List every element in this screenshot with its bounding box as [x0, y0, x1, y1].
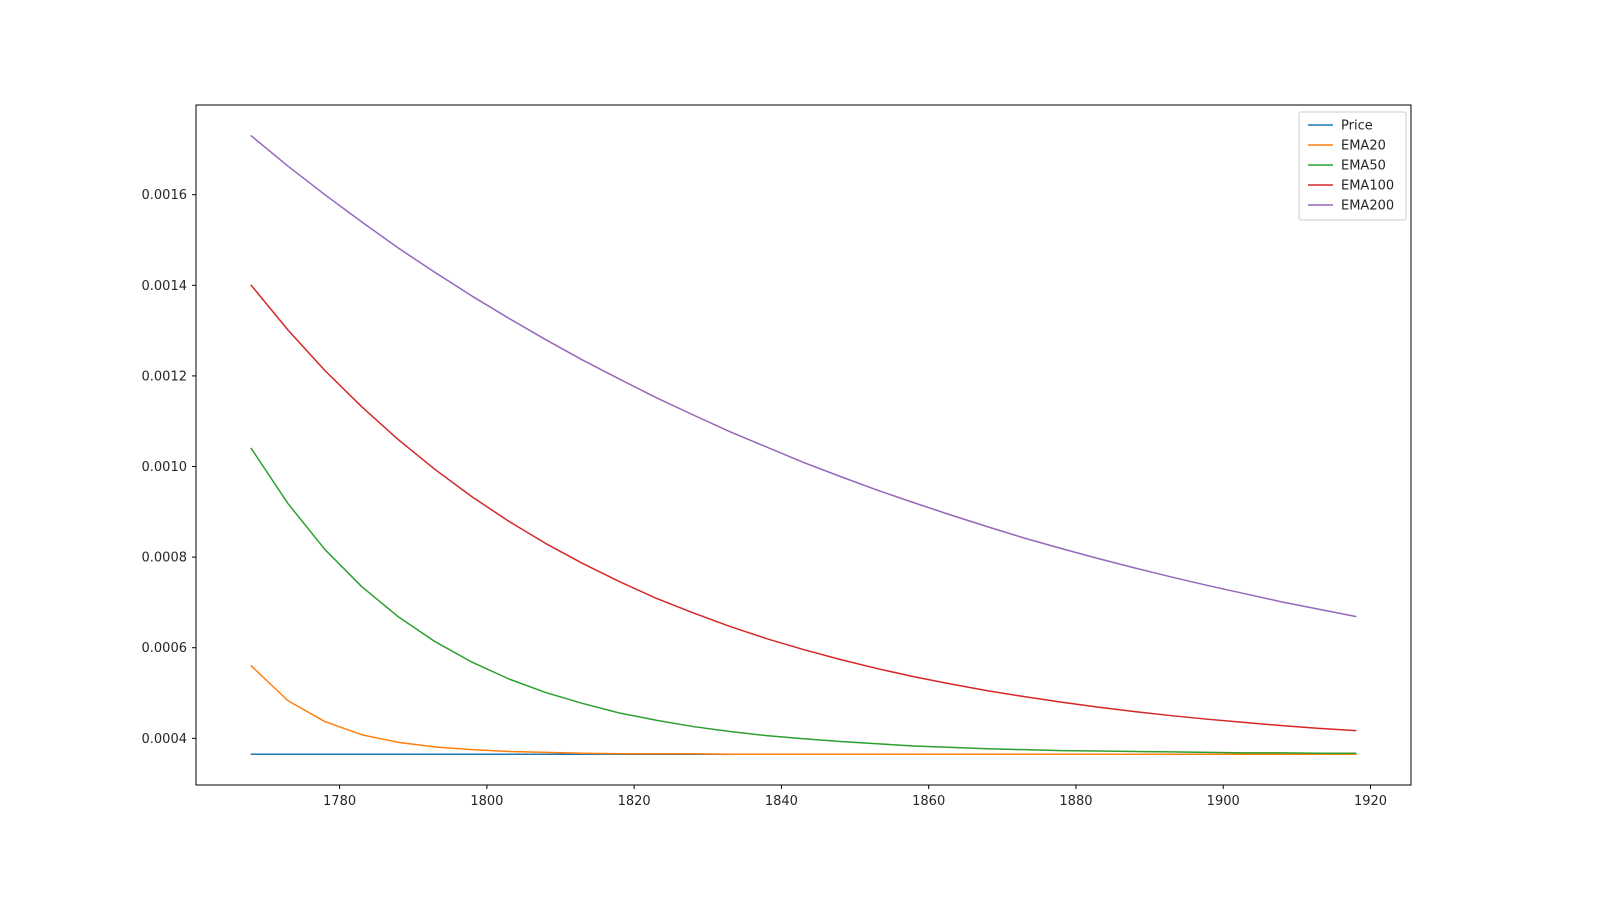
legend-label: EMA20	[1341, 139, 1386, 154]
axes-frame	[195, 104, 1412, 786]
x-tick-label: 1820	[618, 794, 651, 809]
y-tick-label: 0.0010	[142, 460, 188, 475]
series-line-ema100	[250, 284, 1357, 732]
x-tick-label: 1800	[470, 794, 503, 809]
legend-item-ema20: EMA20	[1308, 139, 1386, 154]
series-line-ema200	[250, 135, 1357, 618]
legend-item-price: Price	[1308, 119, 1373, 134]
y-tick-label: 0.0014	[142, 279, 188, 294]
x-tick-label: 1920	[1354, 794, 1387, 809]
legend-box	[1298, 111, 1407, 221]
x-tick-label: 1900	[1207, 794, 1240, 809]
legend-label: Price	[1341, 119, 1373, 134]
legend-item-ema200: EMA200	[1308, 199, 1394, 214]
x-tick-label: 1840	[765, 794, 798, 809]
x-tick-label: 1780	[323, 794, 356, 809]
legend-label: EMA100	[1341, 179, 1394, 194]
legend-item-ema100: EMA100	[1308, 179, 1394, 194]
y-tick-label: 0.0012	[142, 369, 188, 384]
y-tick-label: 0.0004	[142, 732, 188, 747]
y-tick-label: 0.0006	[142, 641, 188, 656]
legend-label: EMA50	[1341, 159, 1386, 174]
x-tick-label: 1860	[912, 794, 945, 809]
y-tick-label: 0.0016	[142, 188, 188, 203]
x-tick-label: 1880	[1059, 794, 1092, 809]
series-line-ema50	[250, 447, 1357, 755]
legend-item-ema50: EMA50	[1308, 159, 1386, 174]
legend-label: EMA200	[1341, 199, 1394, 214]
series-line-ema20	[250, 665, 1357, 755]
y-tick-label: 0.0008	[142, 551, 188, 566]
legend: Price EMA20 EMA50 EMA100 EMA200	[1298, 111, 1407, 221]
